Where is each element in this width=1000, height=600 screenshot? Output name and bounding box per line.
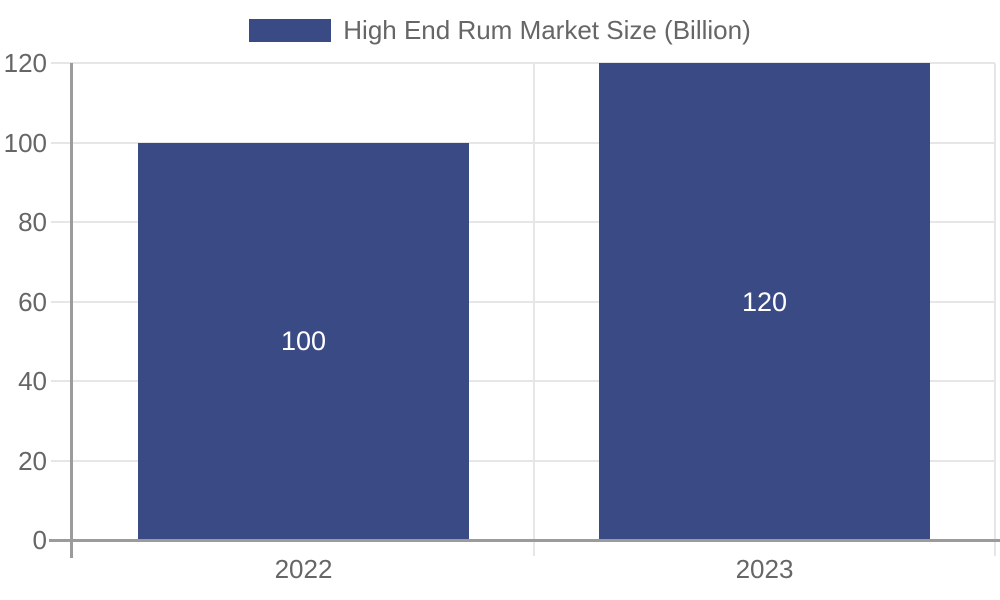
x-axis-line <box>49 539 1000 542</box>
y-tick-label-40: 40 <box>18 366 47 396</box>
y-tick-20 <box>51 459 73 462</box>
legend-swatch <box>249 18 332 42</box>
x-tick-label-2023: 2023 <box>735 554 794 584</box>
y-tick-100 <box>51 141 73 144</box>
bar-2022[interactable] <box>138 142 469 540</box>
plot-area: 100 120 <box>49 62 1000 558</box>
y-tick-label-120: 120 <box>3 48 47 78</box>
legend-item[interactable]: High End Rum Market Size (Billion) <box>0 14 1000 46</box>
plot-right-edge <box>994 63 996 556</box>
bar-value-label-2022: 100 <box>280 326 327 357</box>
legend-label: High End Rum Market Size (Billion) <box>343 15 751 45</box>
x-tick-label-2022: 2022 <box>274 554 333 584</box>
y-axis-line <box>70 63 73 558</box>
y-tick-label-100: 100 <box>3 127 47 158</box>
y-tick-40 <box>51 380 73 382</box>
y-tick-label-80: 80 <box>18 207 47 237</box>
y-tick-label-0: 0 <box>32 525 47 555</box>
bar-value-label-2023: 120 <box>741 286 788 317</box>
band-divider <box>533 63 535 556</box>
y-tick-60 <box>51 300 73 303</box>
y-tick-label-60: 60 <box>18 286 47 317</box>
y-tick-120 <box>51 62 73 64</box>
y-tick-label-20: 20 <box>18 445 47 476</box>
y-tick-80 <box>51 221 73 223</box>
bar-2023[interactable] <box>599 63 930 540</box>
